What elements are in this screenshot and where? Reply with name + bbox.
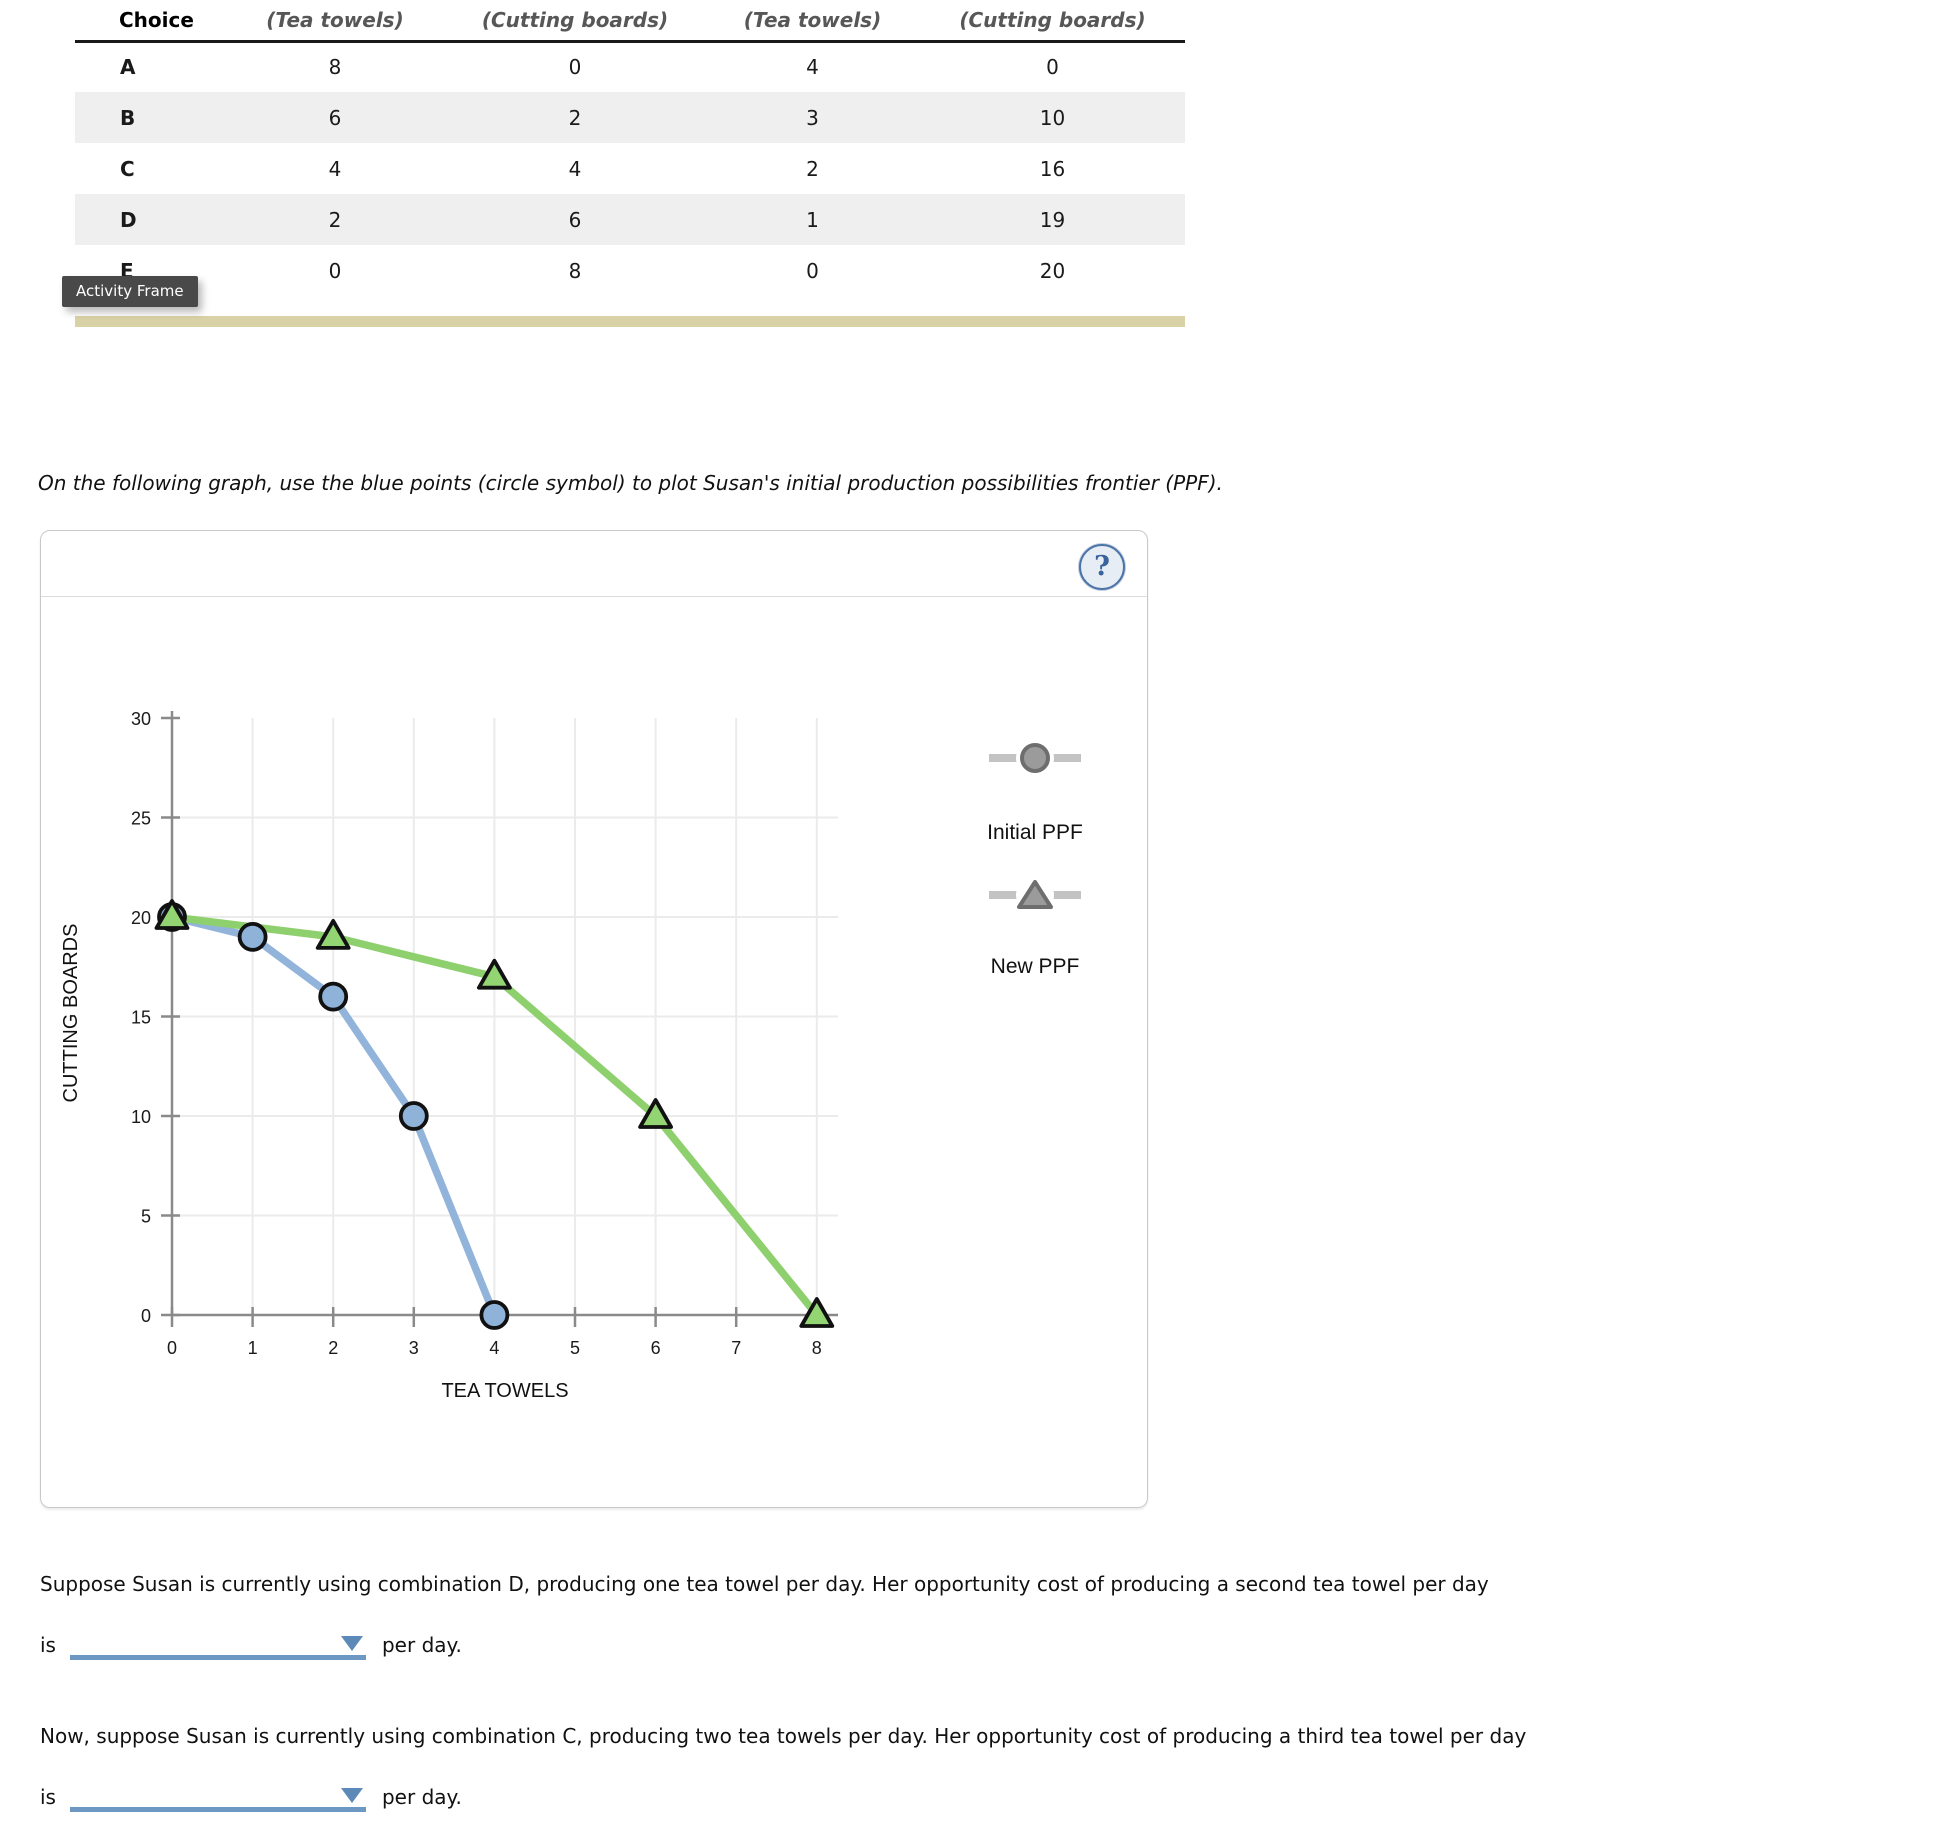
x-tick-label: 4 [489, 1338, 499, 1358]
row-choice-label: A [120, 55, 136, 80]
ppf-chart-svg[interactable]: 0 5 10 15 20 25 30 0 1 2 3 4 5 6 7 8 TEA TOWELS CUTTING B… [41, 597, 931, 1505]
question-1-is-label: is [40, 1633, 56, 1657]
question-2-suffix-label: per day. [381, 1785, 462, 1809]
question-2-dropdown-caret-icon[interactable] [340, 1788, 363, 1803]
row-choice-label: D [120, 207, 137, 232]
row-value: 4 [328, 156, 342, 181]
row-value: 4 [806, 55, 819, 80]
row-value: 20 [1039, 258, 1066, 283]
x-tick-label: 7 [731, 1338, 741, 1358]
row-value: 0 [568, 55, 582, 80]
table-header-col-3: (Tea towels) [705, 0, 920, 43]
question-1-dropdown[interactable] [69, 1630, 366, 1660]
new-ppf-point[interactable] [315, 919, 351, 950]
y-tick-label: 5 [141, 1207, 151, 1227]
question-1-text: Suppose Susan is currently using combina… [40, 1572, 1489, 1596]
graph-instruction-text: On the following graph, use the blue poi… [38, 471, 1223, 495]
production-table: Choice (Tea towels) (Cutting boards) (Tea t… [75, 0, 1185, 296]
row-value: 16 [1039, 156, 1066, 181]
y-axis-title: CUTTING BOARDS [60, 924, 82, 1103]
row-value: 2 [568, 105, 582, 130]
row-value: 2 [806, 156, 819, 181]
row-value: 8 [328, 55, 342, 80]
new-ppf-point[interactable] [477, 958, 512, 990]
x-tick-label: 3 [409, 1338, 419, 1358]
y-tick-label: 0 [141, 1306, 151, 1326]
x-tick-label: 1 [248, 1338, 258, 1358]
table-body: A 8 0 4 0 B 6 2 3 10 C 4 4 2 16 D 2 6 1 19 E 0 8 0 20 [75, 41, 1185, 296]
y-tick-label: 25 [131, 809, 151, 829]
initial-ppf-point[interactable] [398, 1101, 429, 1131]
graph-panel: ? 0 5 10 15 20 25 30 0 1 2 3 4 5 6 7 8 TEA TOWELS CUTTING… [40, 530, 1148, 1508]
row-value: 0 [1046, 55, 1059, 80]
help-icon[interactable]: ? [1079, 544, 1125, 590]
question-2-answer-row: is per day. [40, 1782, 462, 1818]
row-value: 6 [328, 105, 342, 130]
question-2-text: Now, suppose Susan is currently using co… [40, 1724, 1527, 1748]
row-value: 3 [806, 105, 819, 130]
x-tick-label: 0 [167, 1338, 177, 1358]
initial-ppf-point[interactable] [318, 981, 349, 1012]
table-row-D: D 2 6 1 19 [75, 194, 1185, 245]
new-ppf-tool[interactable] [921, 876, 1149, 916]
table-bottom-rule [75, 316, 1185, 327]
row-value: 10 [1039, 105, 1066, 130]
table-header-choice: Choice [75, 0, 225, 43]
new-ppf-point[interactable] [154, 899, 190, 930]
table-header-col-1: (Tea towels) [225, 0, 445, 43]
y-tick-label: 30 [131, 709, 151, 729]
table-header-row: Choice (Tea towels) (Cutting boards) (Tea t… [75, 0, 1185, 43]
question-1-answer-row: is per day. [40, 1630, 462, 1666]
y-tick-label: 15 [131, 1008, 151, 1028]
row-value: 0 [328, 258, 342, 283]
table-row-C: C 4 4 2 16 [75, 143, 1185, 194]
x-axis-title: TEA TOWELS [441, 1380, 568, 1402]
row-choice-label: B [120, 105, 136, 130]
new-ppf-point[interactable] [638, 1098, 673, 1129]
row-value: 19 [1039, 207, 1066, 232]
question-1-dropdown-caret-icon[interactable] [340, 1636, 363, 1651]
question-2-is-label: is [40, 1785, 56, 1809]
ppf-chart[interactable]: 0 5 10 15 20 25 30 0 1 2 3 4 5 6 7 8 TEA TOWELS CUTTING B… [41, 597, 931, 1505]
row-value: 2 [328, 207, 342, 232]
row-value: 6 [568, 207, 582, 232]
table-row-E: E 0 8 0 20 [75, 245, 1185, 296]
initial-ppf-point[interactable] [237, 921, 268, 952]
initial-ppf-point[interactable] [479, 1300, 510, 1330]
new-ppf-legend-label: New PPF [990, 955, 1080, 978]
graph-panel-header: ? [41, 531, 1147, 597]
row-value: 1 [806, 207, 819, 232]
initial-ppf-legend-label: Initial PPF [987, 821, 1083, 844]
new-ppf-point[interactable] [799, 1297, 835, 1328]
row-value: 8 [568, 258, 582, 283]
table-header-col-4: (Cutting boards) [920, 0, 1185, 43]
x-tick-label: 6 [651, 1338, 661, 1358]
new-ppf-handle-icon[interactable] [989, 876, 1081, 914]
table-header-col-2: (Cutting boards) [445, 0, 705, 43]
question-2-dropdown[interactable] [69, 1782, 366, 1812]
row-value: 0 [806, 258, 819, 283]
question-1-suffix-label: per day. [381, 1633, 462, 1657]
x-tick-label: 8 [812, 1338, 822, 1358]
x-tick-label: 5 [570, 1338, 580, 1358]
y-tick-label: 20 [131, 908, 151, 928]
row-value: 4 [568, 156, 582, 181]
table-row-A: A 8 0 4 0 [75, 41, 1185, 92]
x-tick-label: 2 [328, 1338, 338, 1358]
initial-ppf-tool[interactable] [921, 739, 1149, 779]
activity-frame-tooltip: Activity Frame [62, 276, 198, 307]
y-tick-label: 10 [131, 1107, 151, 1127]
initial-ppf-handle-icon[interactable] [989, 739, 1081, 777]
table-row-B: B 6 2 3 10 [75, 92, 1185, 143]
row-choice-label: C [120, 156, 135, 181]
